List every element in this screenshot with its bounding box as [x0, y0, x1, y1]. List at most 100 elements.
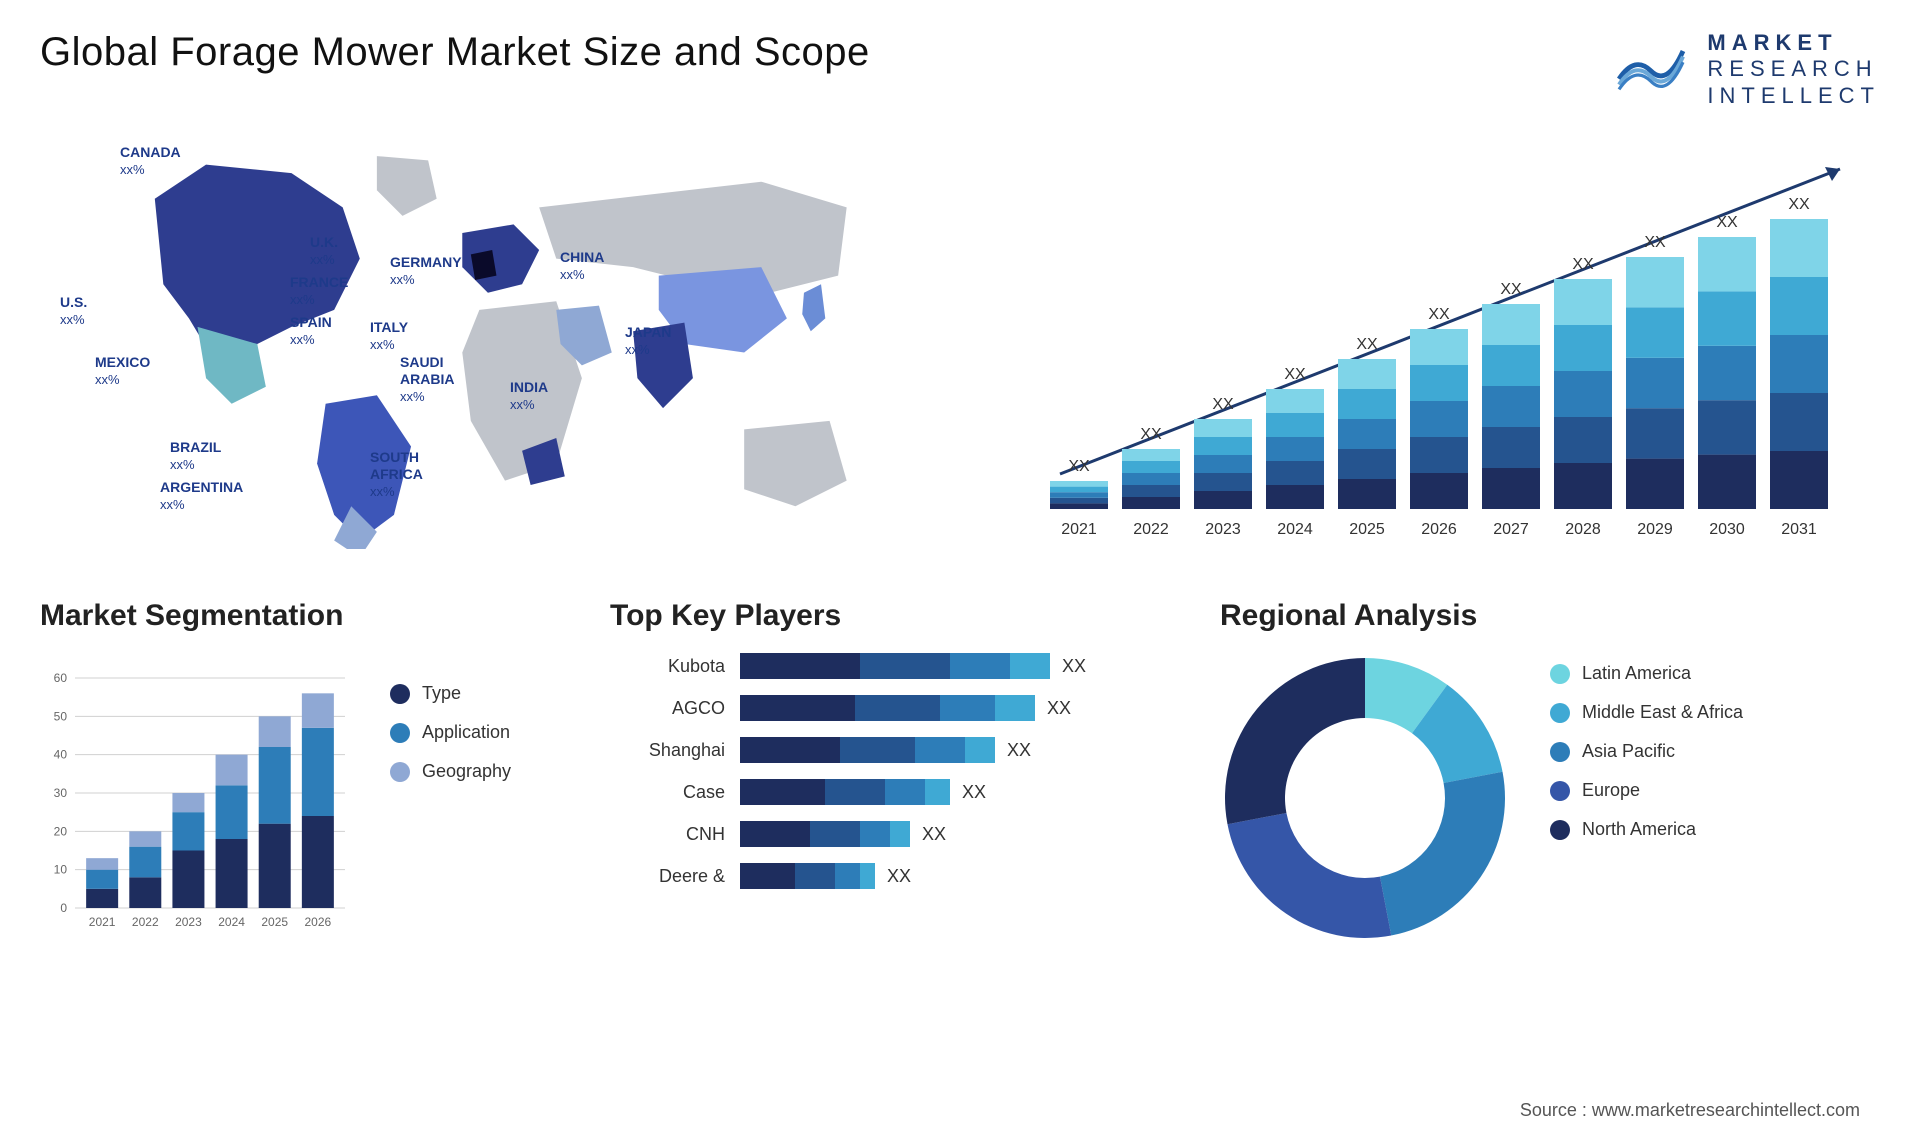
- player-row: AGCO XX: [610, 695, 1170, 721]
- player-value: XX: [1047, 698, 1071, 719]
- legend-item: Middle East & Africa: [1550, 702, 1880, 723]
- players-title: Top Key Players: [610, 599, 1170, 633]
- segmentation-title: Market Segmentation: [40, 599, 560, 633]
- player-bar: [740, 695, 1035, 721]
- regional-section: Regional Analysis Latin America Middle Ea…: [1220, 599, 1880, 943]
- legend-label: Geography: [422, 761, 511, 782]
- legend-item: Application: [390, 722, 560, 743]
- regional-legend: Latin America Middle East & Africa Asia Pa…: [1550, 653, 1880, 943]
- top-row: CANADAxx%U.S.xx%MEXICOxx%BRAZILxx%ARGENT…: [40, 139, 1880, 549]
- legend-dot: [390, 684, 410, 704]
- legend-item: Europe: [1550, 780, 1880, 801]
- players-section: Top Key Players KubotaXXAGCOXXShanghaiXX…: [610, 599, 1170, 943]
- player-name: Shanghai: [610, 740, 740, 761]
- svg-text:2025: 2025: [261, 915, 288, 929]
- player-bar: [740, 779, 950, 805]
- legend-dot: [390, 723, 410, 743]
- map-label: CANADAxx%: [120, 144, 181, 178]
- map-label: CHINAxx%: [560, 249, 604, 283]
- legend-dot: [1550, 820, 1570, 840]
- world-map: CANADAxx%U.S.xx%MEXICOxx%BRAZILxx%ARGENT…: [40, 139, 970, 549]
- map-label: SPAINxx%: [290, 314, 332, 348]
- svg-text:XX: XX: [1212, 396, 1234, 413]
- svg-text:2021: 2021: [89, 915, 116, 929]
- svg-text:XX: XX: [1788, 196, 1810, 213]
- player-value: XX: [922, 824, 946, 845]
- player-name: CNH: [610, 824, 740, 845]
- svg-text:XX: XX: [1068, 458, 1090, 475]
- player-row: CNH XX: [610, 821, 1170, 847]
- map-label: MEXICOxx%: [95, 354, 150, 388]
- svg-text:2027: 2027: [1493, 521, 1529, 538]
- player-row: KubotaXX: [610, 653, 1170, 679]
- map-label: SAUDIARABIAxx%: [400, 354, 454, 404]
- legend-label: Asia Pacific: [1582, 741, 1675, 762]
- header: Global Forage Mower Market Size and Scop…: [40, 30, 1880, 109]
- segmentation-chart: 0102030405060202120222023202420252026: [40, 653, 360, 933]
- legend-label: North America: [1582, 819, 1696, 840]
- legend-label: Type: [422, 683, 461, 704]
- svg-text:0: 0: [60, 901, 67, 915]
- map-label: BRAZILxx%: [170, 439, 221, 473]
- regional-donut: [1220, 653, 1510, 943]
- legend-label: Europe: [1582, 780, 1640, 801]
- svg-text:60: 60: [54, 671, 68, 685]
- svg-text:2024: 2024: [1277, 521, 1313, 538]
- legend-dot: [390, 762, 410, 782]
- player-name: Kubota: [610, 656, 740, 677]
- legend-item: Latin America: [1550, 663, 1880, 684]
- legend-dot: [1550, 781, 1570, 801]
- segmentation-section: Market Segmentation 0 10 20 30 40 50 60 2021 202…: [40, 599, 560, 943]
- player-value: XX: [1007, 740, 1031, 761]
- map-label: ARGENTINAxx%: [160, 479, 243, 513]
- svg-text:XX: XX: [1572, 256, 1594, 273]
- growth-chart-svg: XX 2021 XX 2022 XX 2023 XX 2024 XX 2025 XX 2026 XX 20…: [1020, 139, 1880, 549]
- svg-text:2024: 2024: [218, 915, 245, 929]
- player-bar: [740, 863, 875, 889]
- growth-chart: XX 2021 XX 2022 XX 2023 XX 2024 XX 2025 XX 2026 XX 20…: [1020, 139, 1880, 549]
- svg-text:2029: 2029: [1637, 521, 1673, 538]
- map-label: U.K.xx%: [310, 234, 338, 268]
- legend-item: Geography: [390, 761, 560, 782]
- svg-text:50: 50: [54, 710, 68, 724]
- svg-text:2026: 2026: [305, 915, 332, 929]
- legend-item: North America: [1550, 819, 1880, 840]
- svg-text:2021: 2021: [1061, 521, 1097, 538]
- player-name: Deere &: [610, 866, 740, 887]
- regional-title: Regional Analysis: [1220, 599, 1880, 633]
- svg-text:40: 40: [54, 748, 68, 762]
- source-text: Source : www.marketresearchintellect.com: [1520, 1100, 1860, 1121]
- player-row: Deere &XX: [610, 863, 1170, 889]
- svg-text:2022: 2022: [1133, 521, 1169, 538]
- map-label: ITALYxx%: [370, 319, 408, 353]
- svg-text:2026: 2026: [1421, 521, 1457, 538]
- map-label: INDIAxx%: [510, 379, 548, 413]
- legend-label: Application: [422, 722, 510, 743]
- player-row: Shanghai XX: [610, 737, 1170, 763]
- svg-text:XX: XX: [1644, 234, 1666, 251]
- player-name: Case: [610, 782, 740, 803]
- svg-text:30: 30: [54, 786, 68, 800]
- svg-text:XX: XX: [1356, 336, 1378, 353]
- logo-text: MARKET RESEARCH INTELLECT: [1707, 30, 1880, 109]
- svg-text:XX: XX: [1716, 214, 1738, 231]
- svg-text:2022: 2022: [132, 915, 159, 929]
- svg-text:20: 20: [54, 825, 68, 839]
- svg-text:2031: 2031: [1781, 521, 1817, 538]
- player-name: AGCO: [610, 698, 740, 719]
- players-list: KubotaXX AGCO XX Shanghai XX Case XX CNH XX Deere…: [610, 653, 1170, 889]
- player-bar: [740, 653, 1050, 679]
- svg-text:10: 10: [54, 863, 68, 877]
- logo: MARKET RESEARCH INTELLECT: [1615, 30, 1880, 109]
- svg-text:XX: XX: [1428, 306, 1450, 323]
- player-value: XX: [962, 782, 986, 803]
- legend-item: Asia Pacific: [1550, 741, 1880, 762]
- svg-text:XX: XX: [1284, 366, 1306, 383]
- map-label: GERMANYxx%: [390, 254, 462, 288]
- map-label: SOUTHAFRICAxx%: [370, 449, 423, 499]
- legend-item: Type: [390, 683, 560, 704]
- player-bar: [740, 737, 995, 763]
- svg-text:XX: XX: [1140, 426, 1162, 443]
- svg-text:2023: 2023: [1205, 521, 1241, 538]
- svg-text:2025: 2025: [1349, 521, 1385, 538]
